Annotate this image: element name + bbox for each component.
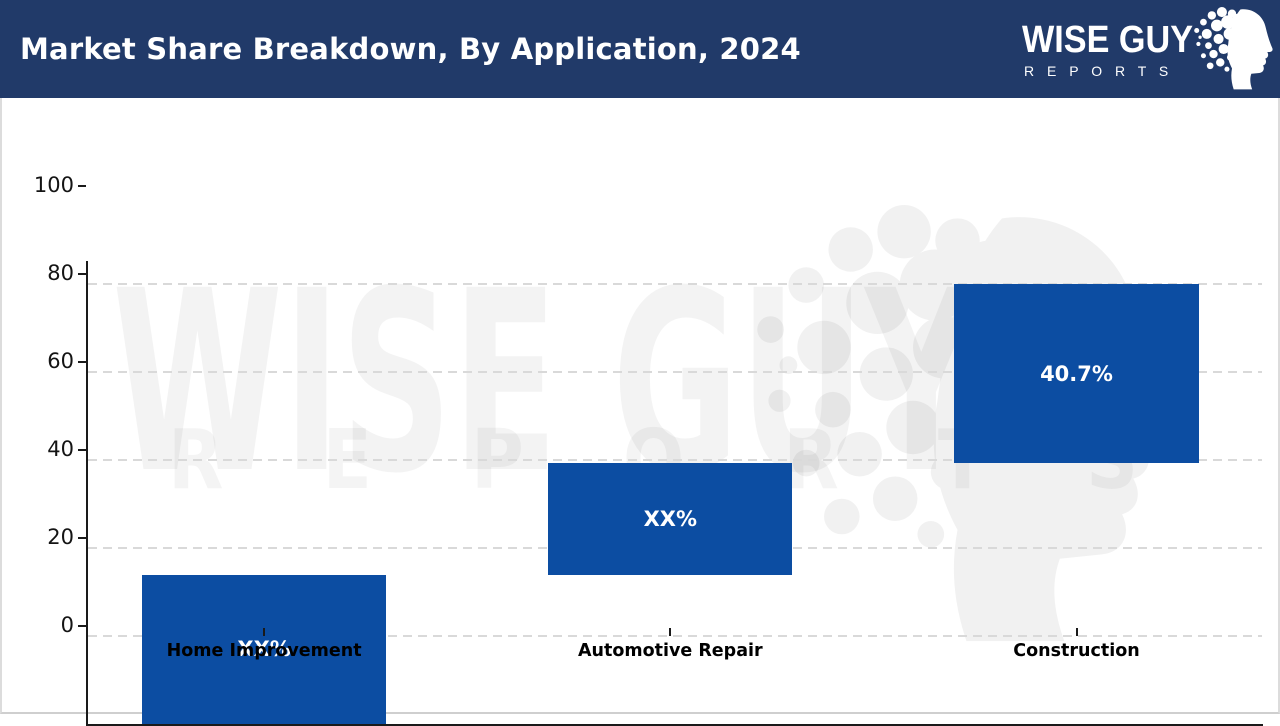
y-tick-label: 0 [60, 613, 74, 637]
y-tick-label: 20 [47, 525, 74, 549]
y-tick-label: 100 [33, 173, 74, 197]
bar-value-label: XX% [237, 637, 291, 662]
logo-head-icon [1194, 7, 1273, 90]
x-category-label-automotive-repair: Automotive Repair [577, 641, 763, 661]
bar-value-label: 40.7% [1040, 361, 1113, 386]
x-category-label-home-improvement: Home Improvement [166, 641, 362, 661]
y-tick-mark [78, 449, 86, 451]
brand-wordmark: WISE GUY [1022, 19, 1194, 61]
y-tick-mark [78, 537, 86, 539]
x-category-label-construction: Construction [1013, 641, 1140, 661]
bar-home-improvement: XX% [142, 574, 387, 724]
brand-reports-text: R E P O R T S [1024, 63, 1173, 79]
bar-construction: 40.7% [954, 284, 1199, 464]
y-tick-mark [78, 273, 86, 275]
y-tick-mark [78, 361, 86, 363]
x-tick-mark [1075, 628, 1078, 636]
chart-area: XX% XX% 40.7% 0 20 40 60 80 100 Home Improvement… [0, 98, 1280, 726]
bar-automotive-repair: XX% [548, 463, 793, 575]
y-tick-mark [78, 625, 86, 627]
x-tick-mark [263, 628, 266, 636]
y-tick-mark [78, 185, 86, 187]
y-tick-label: 40 [47, 437, 74, 461]
bar-value-label: XX% [643, 506, 698, 531]
brand-logo: WISE GUY R E P O R T S [1022, 5, 1273, 93]
y-axis-line [86, 261, 88, 726]
y-tick-label: 80 [47, 261, 74, 285]
gridline-y100 [88, 283, 1262, 285]
gridline-y20 [88, 635, 1262, 637]
page-title: Market Share Breakdown, By Application, … [20, 32, 801, 66]
header-bar: Market Share Breakdown, By Application, … [0, 0, 1280, 98]
y-tick-label: 60 [47, 349, 74, 373]
x-tick-mark [669, 628, 672, 636]
gridline-y60 [88, 459, 1262, 461]
gridline-y80 [88, 371, 1262, 373]
